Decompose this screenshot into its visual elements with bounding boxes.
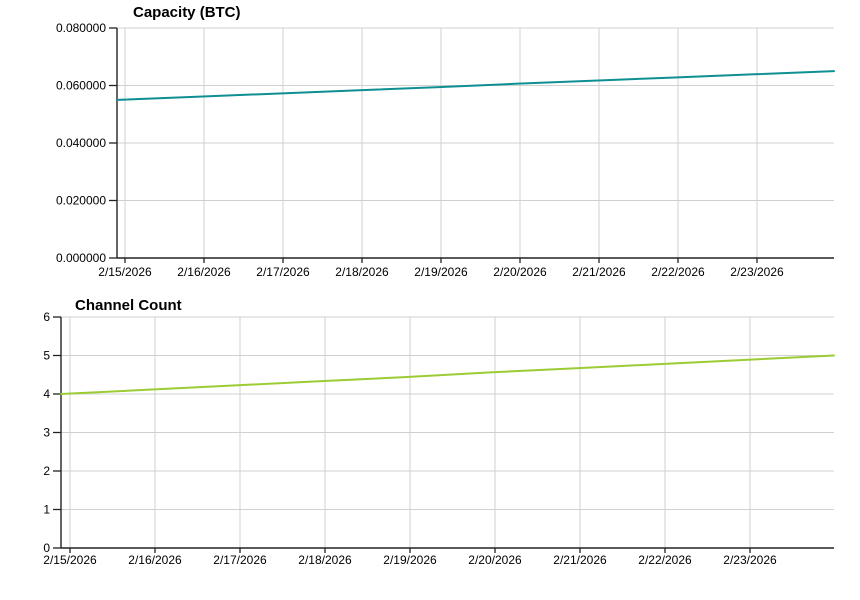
capacity-chart-plot: 2/15/2026 2/16/2026 2/17/2026 2/18/2026 2/19… bbox=[56, 21, 835, 279]
y-tick-label: 2 bbox=[43, 464, 50, 478]
x-tick-label: 2/20/2026 bbox=[468, 553, 522, 567]
capacity-chart: Capacity (BTC) 2/15/2026 2/16/2026 2/17/20… bbox=[0, 0, 860, 295]
x-tick-label: 2/17/2026 bbox=[213, 553, 267, 567]
x-tick-label: 2/22/2026 bbox=[638, 553, 692, 567]
x-tick-label: 2/16/2026 bbox=[128, 553, 182, 567]
x-tick-label: 2/20/2026 bbox=[493, 265, 547, 279]
x-tick-label: 2/17/2026 bbox=[256, 265, 310, 279]
y-tick-label: 3 bbox=[43, 426, 50, 440]
x-tick-label: 2/23/2026 bbox=[723, 553, 777, 567]
y-tick-label: 1 bbox=[43, 503, 50, 517]
x-tick-label: 2/21/2026 bbox=[553, 553, 607, 567]
channel-count-chart: Channel Count 2/15/2026 2/16/2026 2/17/202… bbox=[0, 295, 860, 600]
y-tick-label: 4 bbox=[43, 387, 50, 401]
y-tick-label: 6 bbox=[43, 310, 50, 324]
x-tick-label: 2/15/2026 bbox=[43, 553, 97, 567]
channel-count-line bbox=[60, 354, 835, 395]
x-tick-label: 2/19/2026 bbox=[383, 553, 437, 567]
y-tick-label: 5 bbox=[43, 349, 50, 363]
y-tick-label: 0.040000 bbox=[56, 136, 106, 150]
x-tick-label: 2/16/2026 bbox=[177, 265, 231, 279]
y-tick-label: 0 bbox=[43, 541, 50, 555]
x-tick-label: 2/23/2026 bbox=[730, 265, 784, 279]
y-tick-label: 0.000000 bbox=[56, 251, 106, 265]
capacity-line bbox=[116, 70, 835, 101]
channel-count-chart-plot: 2/15/2026 2/16/2026 2/17/2026 2/18/2026 2/19… bbox=[43, 310, 835, 567]
x-tick-label: 2/21/2026 bbox=[572, 265, 626, 279]
x-tick-label: 2/15/2026 bbox=[98, 265, 152, 279]
x-tick-label: 2/22/2026 bbox=[651, 265, 705, 279]
channel-count-chart-title: Channel Count bbox=[75, 297, 182, 314]
capacity-chart-title: Capacity (BTC) bbox=[133, 4, 241, 21]
y-tick-label: 0.080000 bbox=[56, 21, 106, 35]
y-tick-label: 0.060000 bbox=[56, 79, 106, 93]
x-tick-label: 2/19/2026 bbox=[414, 265, 468, 279]
y-tick-label: 0.020000 bbox=[56, 194, 106, 208]
x-tick-label: 2/18/2026 bbox=[335, 265, 389, 279]
x-tick-label: 2/18/2026 bbox=[298, 553, 352, 567]
